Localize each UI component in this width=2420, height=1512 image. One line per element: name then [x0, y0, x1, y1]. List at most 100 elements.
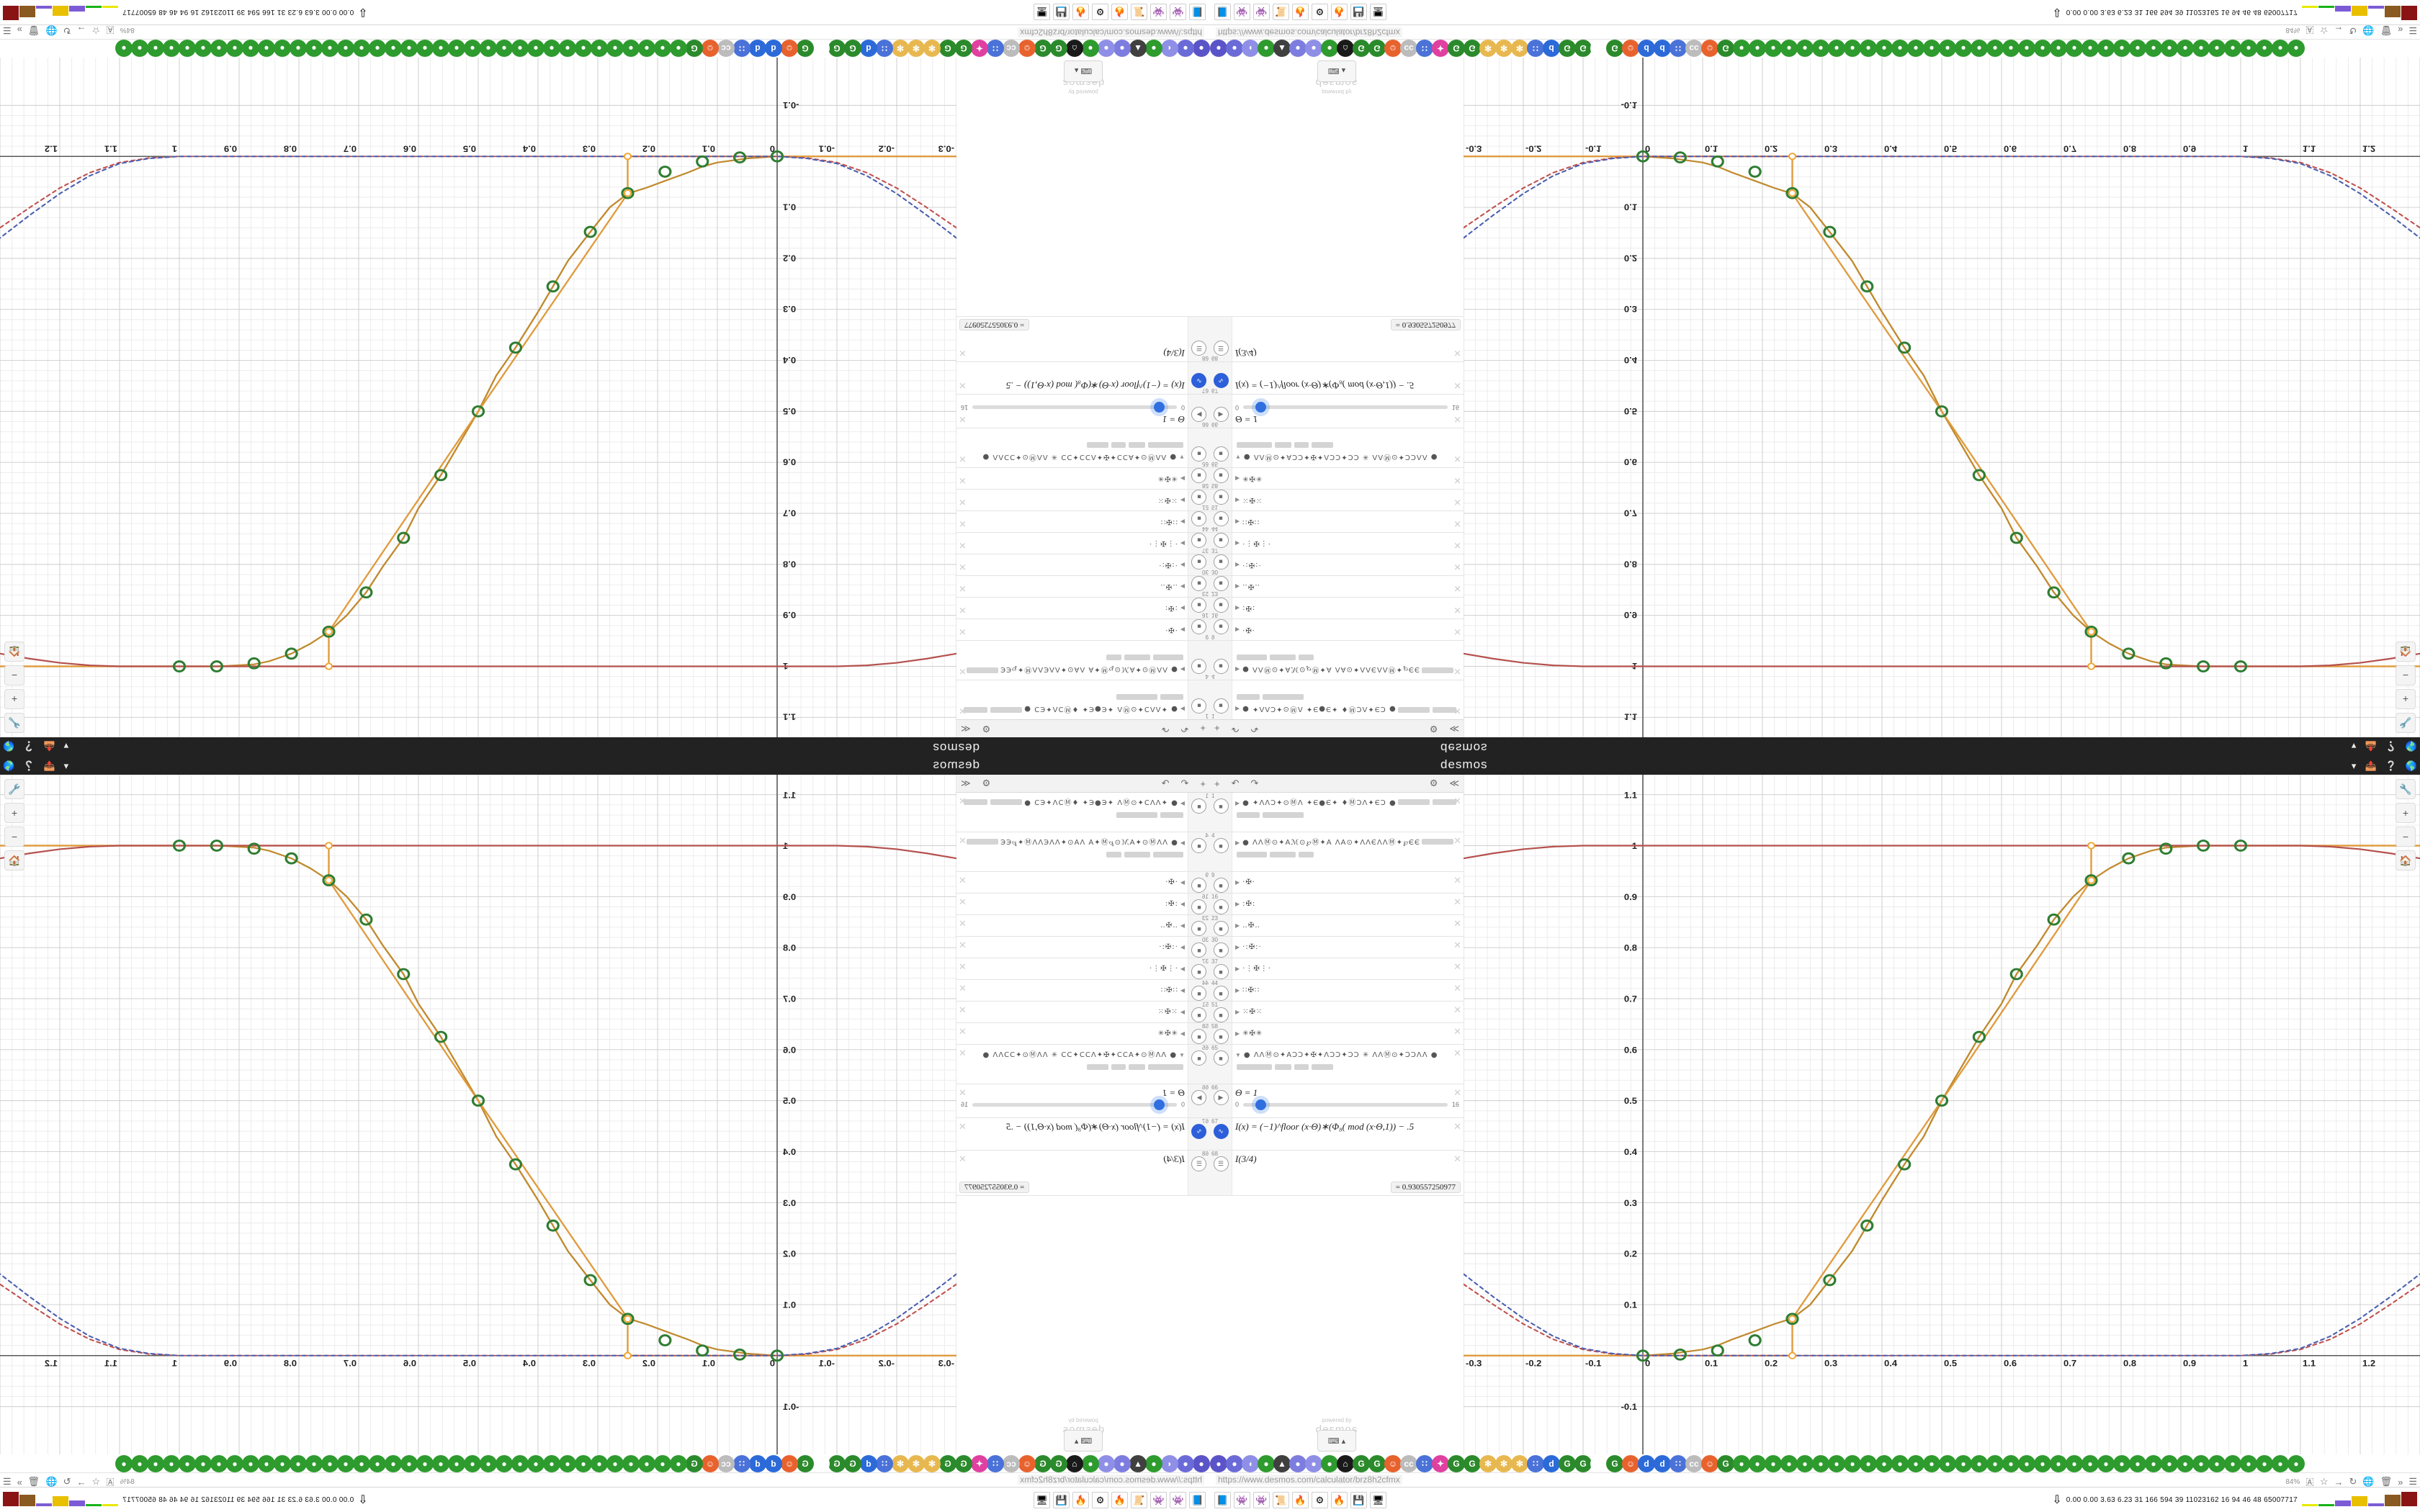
delete-expression-button[interactable]: ✕	[959, 474, 967, 486]
browser-tab-favicon[interactable]	[812, 1455, 830, 1472]
reload-icon[interactable]: ↻	[2349, 1476, 2357, 1488]
expression-row[interactable]: 58■▶✳✠✳✕	[1210, 1023, 1464, 1045]
expression-body[interactable]: ▶⁙✠⁙✕	[1232, 490, 1464, 510]
expression-body[interactable]: I(x) = (−1)^floor (x·Θ)∗(Φ₈( mod (x·Θ,1)…	[956, 362, 1188, 394]
folder-icon[interactable]: ■	[1214, 468, 1229, 483]
expression-body[interactable]: ▶·✠·✕	[956, 872, 1188, 893]
share-icon[interactable]: 📤	[43, 761, 55, 770]
browser-tab-favicon[interactable]: ☺	[1701, 40, 1718, 57]
firefox-dev-icon[interactable]: 🔥	[1072, 4, 1089, 21]
keyboard-toggle-button[interactable]: ⌨ ▴	[1317, 60, 1356, 82]
browser-tab-favicon[interactable]: ●	[163, 1455, 180, 1472]
browser-tab-favicon[interactable]: G	[828, 1455, 846, 1472]
expression-body[interactable]: ▶·:✠:· ✕	[956, 554, 1188, 575]
browser-tab-favicon[interactable]: ☺	[781, 1455, 798, 1472]
expression-body[interactable]: ▼● ΛΛⓂ⊙✦ΑƆƆ✦✠✦ΛƆƆ✦ƆƆ ✳ ΛΛⓂ⊙✦ƆƆΛΛ ●✕	[1232, 1045, 1464, 1084]
browser-tab-favicon[interactable]: ●	[1210, 1455, 1227, 1472]
expression-row[interactable]: 68 ☰ I(3/4) = 0.930557250977 ✕	[956, 1151, 1210, 1196]
chevron-down-icon[interactable]: ▾	[64, 761, 69, 770]
help-icon[interactable]: ❔	[2385, 742, 2397, 752]
ghost-purple-icon[interactable]: 👾	[1170, 1492, 1186, 1508]
browser-tab-favicon[interactable]: ●	[385, 40, 402, 57]
delete-expression-button[interactable]: ✕	[959, 604, 967, 616]
expression-row[interactable]: 9■▶·✠·✕	[1210, 872, 1464, 894]
ghost-violet-icon[interactable]: 👾	[1150, 4, 1167, 21]
expression-row[interactable]: 16■▶:✠:✕	[1210, 597, 1464, 618]
expression-body[interactable]: ▶● ✦ΛΛƆ✦⊙ⓂΛ ✦Є●Є✦ ♦ⓂƆΛ✦ЄƆ ● ✕	[956, 793, 1188, 832]
browser-tab-favicon[interactable]: ●	[2240, 40, 2257, 57]
expression-row[interactable]: 23■▶‥✠‥✕	[956, 575, 1210, 597]
folder-icon[interactable]: ■	[1214, 598, 1229, 613]
browser-tab-favicon[interactable]: G	[828, 40, 846, 57]
browser-tab-favicon[interactable]: ●	[385, 1455, 402, 1472]
browser-tab-favicon[interactable]: ●	[400, 1455, 418, 1472]
pocket-icon[interactable]: 🗑	[28, 1476, 40, 1488]
star-icon[interactable]: ☆	[92, 24, 101, 36]
delete-expression-button[interactable]: ✕	[959, 665, 967, 677]
book-icon[interactable]: 📘	[1189, 4, 1206, 21]
browser-tab-favicon[interactable]: ●	[1955, 1455, 1972, 1472]
folder-icon[interactable]: ■	[1192, 921, 1207, 936]
browser-tab-favicon[interactable]: ●	[1177, 1455, 1194, 1472]
browser-tab-favicon[interactable]: ●	[1082, 40, 1099, 57]
browser-tab-favicon[interactable]: ☺	[1622, 1455, 1639, 1472]
delete-expression-button[interactable]: ✕	[1453, 1004, 1461, 1016]
delete-expression-button[interactable]: ✕	[1453, 1121, 1461, 1133]
expression-list[interactable]: 1■▶● ✦ΛΛƆ✦⊙ⓂΛ ✦Є●Є✦ ♦ⓂƆΛ✦ЄƆ ●✕4■▶● ΛΛⓂ⊙✦…	[1210, 793, 1464, 1196]
expression-body[interactable]: ▶● ΛΛⓂ⊙✦Αℳ⊙℘Ⓜ✦Α ΛΑ⊙✦ΛΛЄΛΛⓂ✦℘ЄЄ✕	[1232, 832, 1464, 871]
browser-tab-favicon[interactable]: ●	[1907, 40, 1924, 57]
browser-tabstrip[interactable]: ● ● ◖ ● ▲ ● ● ● ⌂ G G ☺ cc ∷ ✦ G G ✻ ✻ ✻ ∷ d G G G ☺ d d ∷ cc ☺ G ● ● ● ● ● ●…	[0, 1454, 1210, 1473]
pocket-icon[interactable]: 🗑	[2380, 1476, 2393, 1488]
browser-tab-favicon[interactable]: ∷	[876, 40, 893, 57]
folder-icon[interactable]: ■	[1214, 986, 1229, 1001]
browser-tab-favicon[interactable]: G	[1448, 40, 1465, 57]
folder-icon[interactable]: ■	[1192, 942, 1207, 958]
math-expression[interactable]: I(3/4)	[1235, 347, 1459, 359]
delete-expression-button[interactable]: ✕	[959, 626, 967, 637]
expression-row[interactable]: 30■▶·:✠:·✕	[1210, 937, 1464, 958]
globe-icon[interactable]: 🌐	[2362, 1476, 2374, 1488]
browser-tab-favicon[interactable]: G	[955, 40, 972, 57]
chevron-right-icon[interactable]: ▶	[1180, 987, 1185, 994]
folder-icon[interactable]: ■	[1192, 878, 1207, 893]
expression-row[interactable]: 67 ∿ I(x) = (−1)^floor (x·Θ)∗(Φ₈( mod (x·Θ…	[956, 1118, 1210, 1151]
expression-body[interactable]: ▶·:✠:· ✕	[956, 937, 1188, 958]
browser-tab-favicon[interactable]: ●	[2161, 1455, 2178, 1472]
os-taskbar[interactable]: 📘 👾 👾 📜 🔥 ⚙ 🔥 💾 🖥 ⇩ 0.00 0.00 3.63 6.23 31 166 5…	[0, 0, 1210, 25]
browser-tab-favicon[interactable]: ☺	[1018, 40, 1036, 57]
browser-tab-favicon[interactable]: G	[1559, 40, 1576, 57]
browser-tab-favicon[interactable]: G	[1353, 40, 1370, 57]
expression-body[interactable]: I(x) = (−1)^floor (x·Θ)∗(Φ₈( mod (x·Θ,1)…	[1232, 1118, 1464, 1150]
ghost-purple-icon[interactable]: 👾	[1234, 1492, 1250, 1508]
expression-row[interactable]: 68 ☰ I(3/4) = 0.930557250977 ✕	[956, 316, 1210, 361]
delete-expression-button[interactable]: ✕	[1453, 961, 1461, 973]
delete-expression-button[interactable]: ✕	[959, 561, 967, 572]
globe-icon[interactable]: 🌐	[45, 1476, 57, 1488]
browser-tab-favicon[interactable]: ●	[432, 40, 449, 57]
browser-tab-favicon[interactable]: ●	[2097, 1455, 2115, 1472]
browser-tab-favicon[interactable]: G	[1717, 1455, 1734, 1472]
delete-expression-button[interactable]: ✕	[959, 796, 967, 807]
expression-body[interactable]: ▶·✠·✕	[1232, 619, 1464, 640]
browser-tab-favicon[interactable]: cc	[1003, 1455, 1020, 1472]
math-expression[interactable]: I(x) = (−1)^floor (x·Θ)∗(Φ₈( mod (x·Θ,1)…	[961, 1121, 1185, 1133]
browser-tab-favicon[interactable]: ⌂	[1066, 1455, 1083, 1472]
expression-row[interactable]: 51■▶⁙✠⁙✕	[1210, 489, 1464, 510]
browser-tab-favicon[interactable]: ●	[1986, 1455, 2004, 1472]
browser-tab-favicon[interactable]: ●	[258, 40, 275, 57]
browser-tab-favicon[interactable]: ☺	[1018, 1455, 1036, 1472]
share-icon[interactable]: 📤	[2365, 761, 2376, 770]
browser-tab-favicon[interactable]: ●	[480, 40, 497, 57]
chevron-right-icon[interactable]: ▶	[1180, 901, 1185, 907]
browser-tab-favicon[interactable]: ●	[1891, 1455, 1909, 1472]
home-icon[interactable]: 🏠	[4, 850, 24, 870]
browser-tab-favicon[interactable]: ●	[1939, 40, 1956, 57]
browser-tab-favicon[interactable]: ●	[210, 1455, 228, 1472]
browser-tab-favicon[interactable]: d	[749, 1455, 766, 1472]
expression-row[interactable]: 44■▶∷✠∷✕	[956, 980, 1210, 1002]
table-icon[interactable]: ☰	[1192, 1156, 1207, 1171]
browser-tabstrip[interactable]: ● ● ◖ ● ▲ ● ● ● ⌂ G G ☺ cc ∷ ✦ G G ✻ ✻ ✻ ∷ d G G G ☺ d d ∷ cc ☺ G ● ● ● ● ● ●…	[1210, 1454, 2420, 1473]
home-icon[interactable]: 🏠	[2396, 642, 2416, 662]
browser-tab-favicon[interactable]: ●	[2097, 40, 2115, 57]
os-taskbar[interactable]: 📘 👾 👾 📜 🔥 ⚙ 🔥 💾 🖥 ⇩ 0.00 0.00 3.63 6.23 31 166 5…	[0, 1487, 1210, 1512]
